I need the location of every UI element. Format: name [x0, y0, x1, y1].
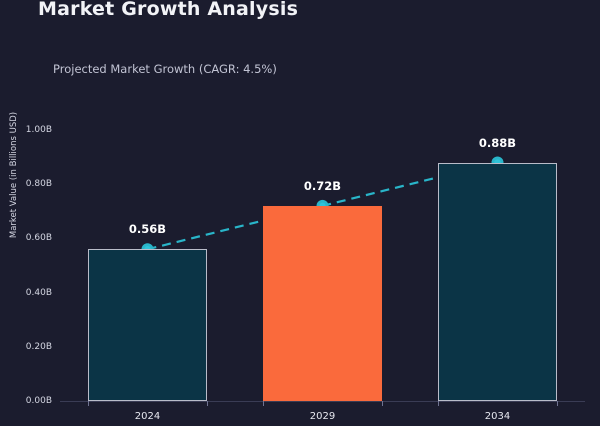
bar-value-label: 0.56B — [128, 222, 167, 237]
x-axis-line — [60, 401, 585, 402]
y-tick-label: 0.60B — [25, 233, 52, 244]
x-tick-mark — [382, 401, 383, 406]
bar-value-label: 0.72B — [303, 178, 342, 193]
x-tick-mark — [557, 401, 558, 406]
x-tick-mark — [438, 401, 439, 406]
y-tick-label: 0.80B — [25, 179, 52, 190]
y-tick-label: 0.40B — [25, 287, 52, 298]
x-tick-label-2029: 2029 — [309, 411, 336, 422]
y-tick-label: 0.00B — [25, 396, 52, 406]
y-tick-label: 1.00B — [25, 125, 52, 135]
plot-area: 0.00B 0.20B 0.40B 0.60B 0.80B 1.00B 0.56B 2024 0… — [26, 125, 585, 422]
x-tick-mark — [207, 401, 208, 406]
x-tick-mark — [88, 401, 89, 406]
x-tick-label-2024: 2024 — [134, 411, 161, 422]
bar-value-label: 0.88B — [478, 135, 517, 150]
x-tick-label-2034: 2034 — [484, 411, 511, 422]
y-axis-label: Market Value (in Billions USD) — [9, 111, 19, 239]
chart-title: Market Growth Analysis — [38, 0, 299, 20]
x-tick-mark — [263, 401, 264, 406]
chart-subtitle: Projected Market Growth (CAGR: 4.5%) — [53, 62, 277, 76]
y-tick-label: 0.20B — [25, 341, 52, 352]
bar-2034[interactable] — [438, 162, 557, 401]
bar-2029[interactable] — [263, 205, 382, 401]
bar-2024[interactable] — [88, 249, 207, 401]
